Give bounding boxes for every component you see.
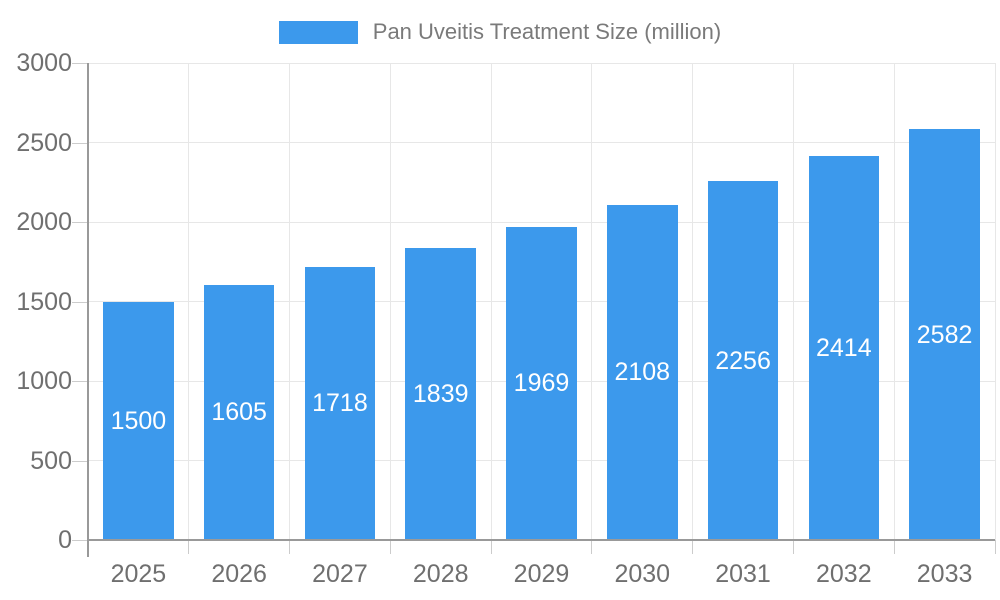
legend-swatch-icon: [278, 20, 358, 44]
bar-value-label: 1839: [412, 379, 469, 408]
y-tick-mark: [72, 540, 88, 541]
y-tick-mark: [72, 460, 88, 462]
x-tick-label: 2029: [513, 560, 570, 588]
bar[interactable]: [909, 129, 980, 540]
v-gridline: [289, 63, 291, 540]
bar-value-label: 1718: [312, 389, 368, 418]
x-tick-label: 2025: [110, 560, 167, 588]
x-tick-mark: [389, 540, 391, 554]
y-tick-label: 1500: [16, 287, 72, 316]
bar-value-label: 2108: [614, 358, 671, 387]
y-axis-line: [87, 63, 89, 557]
bar[interactable]: [304, 266, 376, 540]
v-gridline: [188, 63, 190, 540]
x-tick-mark: [591, 540, 593, 554]
bar-value-label: 2256: [715, 346, 771, 375]
x-tick-label: 2030: [614, 560, 671, 588]
x-tick-label: 2028: [412, 560, 469, 588]
y-tick-label: 2000: [16, 208, 72, 236]
y-tick-label: 2500: [16, 128, 72, 157]
h-gridline: [88, 221, 995, 223]
x-tick-mark: [188, 540, 190, 554]
x-tick-label: 2027: [312, 560, 368, 588]
h-gridline: [88, 62, 995, 64]
y-tick-mark: [72, 381, 88, 382]
y-tick-label: 3000: [16, 49, 72, 77]
legend-item[interactable]: Pan Uveitis Treatment Size (million): [0, 18, 1000, 46]
x-tick-mark: [792, 540, 794, 554]
v-gridline: [792, 63, 794, 540]
bar[interactable]: [808, 156, 880, 540]
bar[interactable]: [405, 247, 476, 540]
y-tick-label: 1000: [16, 367, 72, 395]
bar-value-label: 2582: [916, 320, 973, 349]
y-tick-mark: [72, 142, 88, 144]
v-gridline: [389, 63, 391, 540]
legend-label: Pan Uveitis Treatment Size (million): [372, 19, 722, 44]
v-gridline: [692, 63, 694, 540]
h-gridline: [88, 142, 995, 143]
v-gridline: [893, 63, 895, 540]
x-tick-mark: [994, 540, 996, 554]
y-tick-label: 0: [58, 526, 72, 554]
bar[interactable]: [203, 284, 275, 540]
x-tick-mark: [893, 540, 895, 554]
y-tick-mark: [72, 301, 88, 303]
x-axis-line: [88, 539, 995, 541]
x-tick-mark: [692, 540, 694, 554]
x-tick-label: 2033: [916, 560, 973, 588]
y-tick-mark: [72, 222, 88, 223]
bar-value-label: 1969: [513, 369, 570, 398]
x-tick-label: 2032: [816, 560, 872, 588]
y-tick-label: 500: [30, 446, 72, 475]
x-tick-label: 2031: [715, 560, 771, 588]
x-tick-mark: [289, 540, 291, 554]
x-tick-label: 2026: [211, 560, 267, 588]
x-tick-mark: [490, 540, 492, 554]
v-gridline: [490, 63, 492, 540]
bar-value-label: 2414: [816, 334, 872, 363]
v-gridline: [591, 63, 593, 540]
y-tick-mark: [72, 63, 88, 64]
bar-value-label: 1500: [110, 406, 167, 435]
bar[interactable]: [506, 226, 577, 540]
bar[interactable]: [707, 181, 779, 540]
bar[interactable]: [103, 301, 174, 540]
v-gridline: [994, 63, 996, 540]
bar[interactable]: [607, 204, 678, 540]
bar-value-label: 1605: [211, 398, 267, 427]
